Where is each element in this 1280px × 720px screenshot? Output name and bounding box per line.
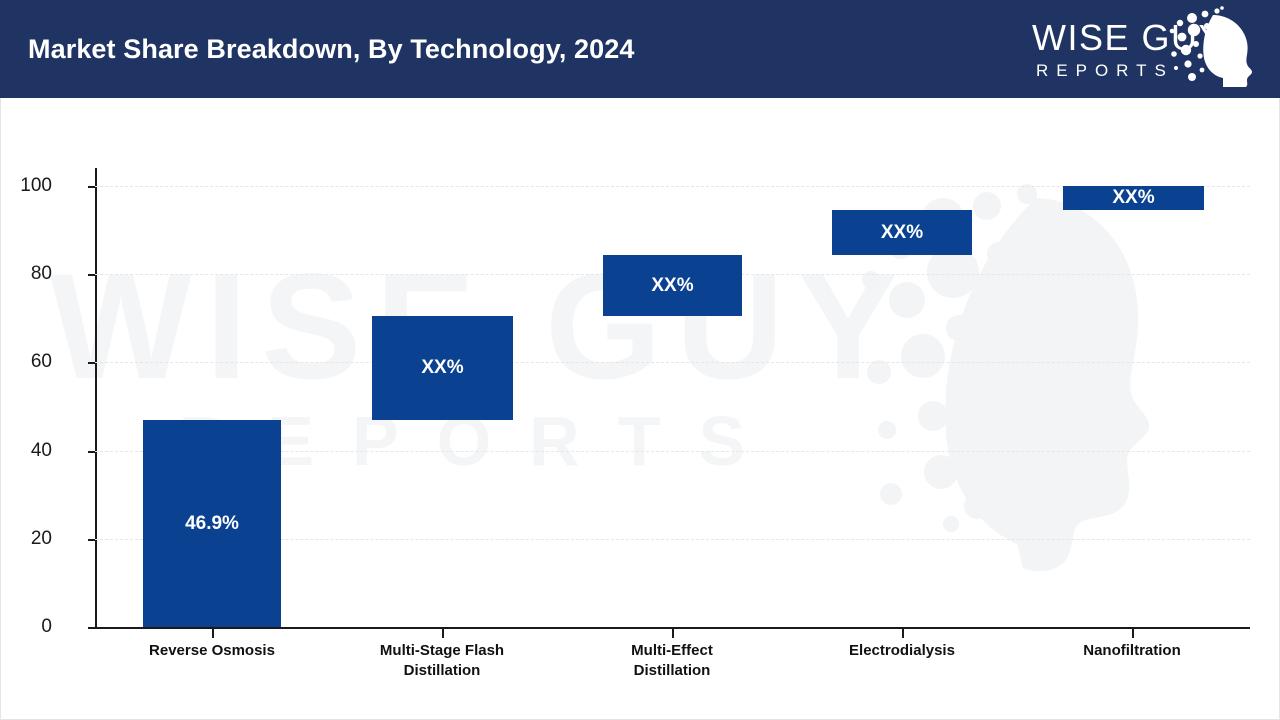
- y-tick-mark-0: [88, 627, 95, 629]
- gridline-60: [95, 362, 1250, 363]
- bar-reverse-osmosis[interactable]: 46.9%: [143, 420, 281, 627]
- bar-multi-stage-flash-distillation[interactable]: XX%: [372, 316, 513, 420]
- y-tick-mark-80: [88, 274, 95, 276]
- bar-value-label: XX%: [880, 221, 924, 243]
- chart-area: WISE GUY REPORTS: [0, 98, 1280, 720]
- y-tick-mark-40: [88, 451, 95, 453]
- x-tick-label-line: Multi-Stage Flash: [379, 642, 505, 659]
- bar-value-label: XX%: [651, 274, 694, 296]
- gridline-100: [95, 186, 1250, 187]
- x-tick-label-reverse-osmosis: Reverse Osmosis: [97, 641, 327, 661]
- x-tick-label-electrodialysis: Electrodialysis: [787, 641, 1017, 661]
- x-tick-mark-2: [442, 629, 444, 638]
- bar-value-label: 46.9%: [185, 512, 239, 534]
- x-tick-label-multi-effect-distillation: Multi-Effect Distillation: [557, 641, 787, 681]
- bar-nanofiltration[interactable]: XX%: [1063, 186, 1204, 210]
- svg-text:REPORTS: REPORTS: [1036, 61, 1174, 80]
- x-tick-label-line: Distillation: [633, 661, 711, 679]
- x-tick-label-nanofiltration: Nanofiltration: [1017, 641, 1247, 661]
- y-axis-line: [95, 168, 97, 628]
- gridline-40: [95, 451, 1250, 452]
- bar-multi-effect-distillation[interactable]: XX%: [603, 255, 742, 316]
- x-tick-label-multi-stage-flash-distillation: Multi-Stage Flash Distillation: [327, 641, 557, 681]
- x-tick-label-line: Electrodialysis: [849, 642, 955, 659]
- x-tick-label-line: Multi-Effect: [631, 642, 713, 659]
- bar-value-label: XX%: [421, 357, 464, 378]
- y-tick-label-0: 0: [41, 616, 52, 637]
- bar-electrodialysis[interactable]: XX%: [832, 210, 972, 255]
- page-header: Market Share Breakdown, By Technology, 2…: [0, 0, 1280, 98]
- gridline-20: [95, 539, 1250, 540]
- y-tick-mark-20: [88, 539, 95, 541]
- x-axis-line: [95, 627, 1250, 629]
- y-tick-label-100: 100: [20, 175, 52, 196]
- x-tick-mark-3: [672, 629, 674, 638]
- y-tick-label-60: 60: [30, 351, 52, 372]
- y-tick-label-20: 20: [30, 528, 52, 549]
- y-tick-mark-100: [88, 186, 95, 188]
- y-tick-label-40: 40: [30, 440, 52, 461]
- x-tick-mark-5: [1132, 629, 1134, 638]
- page-title: Market Share Breakdown, By Technology, 2…: [28, 33, 635, 64]
- x-tick-label-line: Nanofiltration: [1083, 642, 1181, 659]
- svg-text:WISE GUY: WISE GUY: [1032, 17, 1224, 58]
- x-tick-label-line: Distillation: [403, 661, 481, 679]
- x-tick-label-line: Reverse Osmosis: [149, 642, 275, 659]
- plot-area: 100 80 60 40 20 0 46.9% XX% XX% XX% XX%: [20, 175, 1250, 637]
- y-tick-mark-60: [88, 362, 95, 364]
- x-tick-mark-1: [212, 629, 214, 638]
- wise-guy-reports-logo: WISE GUY REPORTS: [1016, 6, 1266, 92]
- bar-value-label: XX%: [1112, 187, 1155, 208]
- x-tick-mark-4: [902, 629, 904, 638]
- y-tick-label-80: 80: [30, 263, 52, 284]
